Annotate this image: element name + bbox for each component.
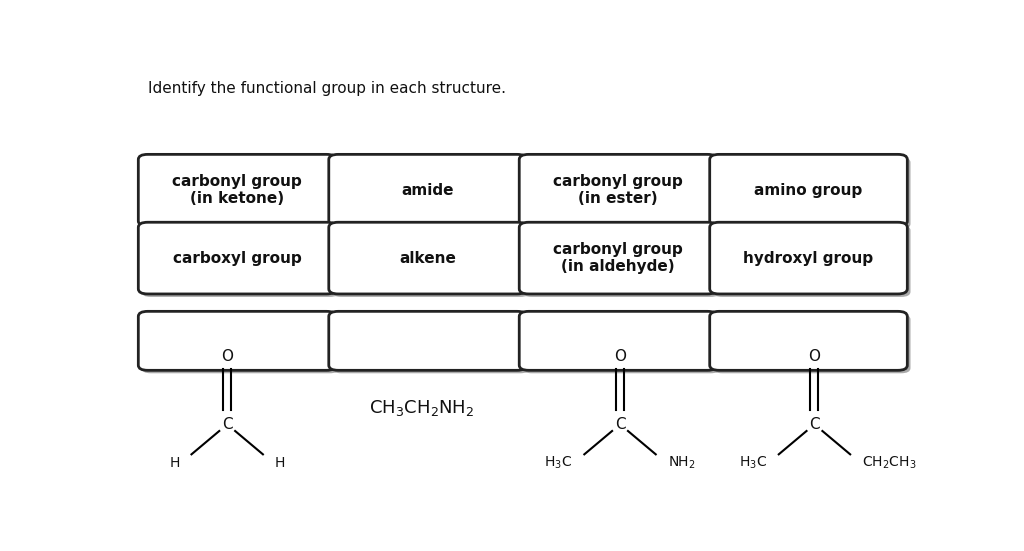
FancyBboxPatch shape bbox=[332, 314, 529, 373]
FancyBboxPatch shape bbox=[138, 222, 336, 294]
Text: hydroxyl group: hydroxyl group bbox=[743, 251, 873, 266]
FancyBboxPatch shape bbox=[138, 154, 336, 226]
Text: carbonyl group
(in ketone): carbonyl group (in ketone) bbox=[172, 174, 302, 207]
Text: carboxyl group: carboxyl group bbox=[173, 251, 301, 266]
Text: H: H bbox=[169, 456, 179, 470]
FancyBboxPatch shape bbox=[713, 158, 910, 229]
FancyBboxPatch shape bbox=[713, 314, 910, 373]
FancyBboxPatch shape bbox=[519, 311, 717, 370]
Text: O: O bbox=[614, 349, 626, 364]
FancyBboxPatch shape bbox=[329, 222, 526, 294]
Text: Identify the functional group in each structure.: Identify the functional group in each st… bbox=[147, 81, 506, 96]
FancyBboxPatch shape bbox=[710, 222, 907, 294]
FancyBboxPatch shape bbox=[329, 311, 526, 370]
Text: CH$_2$CH$_3$: CH$_2$CH$_3$ bbox=[862, 455, 916, 471]
Text: O: O bbox=[221, 349, 233, 364]
FancyBboxPatch shape bbox=[141, 158, 339, 229]
FancyBboxPatch shape bbox=[519, 222, 717, 294]
Text: H$_3$C: H$_3$C bbox=[738, 455, 767, 471]
Text: alkene: alkene bbox=[399, 251, 456, 266]
Text: carbonyl group
(in ester): carbonyl group (in ester) bbox=[553, 174, 683, 207]
Text: C: C bbox=[809, 417, 820, 432]
FancyBboxPatch shape bbox=[141, 314, 339, 373]
Text: carbonyl group
(in aldehyde): carbonyl group (in aldehyde) bbox=[553, 242, 683, 274]
Text: C: C bbox=[614, 417, 626, 432]
Text: C: C bbox=[222, 417, 232, 432]
FancyBboxPatch shape bbox=[519, 154, 717, 226]
FancyBboxPatch shape bbox=[329, 154, 526, 226]
Text: amino group: amino group bbox=[755, 183, 862, 198]
FancyBboxPatch shape bbox=[522, 158, 720, 229]
Text: CH$_3$CH$_2$NH$_2$: CH$_3$CH$_2$NH$_2$ bbox=[370, 398, 474, 418]
FancyBboxPatch shape bbox=[332, 225, 529, 297]
FancyBboxPatch shape bbox=[710, 311, 907, 370]
Text: O: O bbox=[809, 349, 820, 364]
Text: NH$_2$: NH$_2$ bbox=[668, 455, 695, 471]
Text: H$_3$C: H$_3$C bbox=[545, 455, 572, 471]
FancyBboxPatch shape bbox=[138, 311, 336, 370]
FancyBboxPatch shape bbox=[713, 225, 910, 297]
FancyBboxPatch shape bbox=[522, 314, 720, 373]
FancyBboxPatch shape bbox=[332, 158, 529, 229]
Text: H: H bbox=[274, 456, 286, 470]
FancyBboxPatch shape bbox=[522, 225, 720, 297]
Text: amide: amide bbox=[401, 183, 454, 198]
FancyBboxPatch shape bbox=[141, 225, 339, 297]
FancyBboxPatch shape bbox=[710, 154, 907, 226]
